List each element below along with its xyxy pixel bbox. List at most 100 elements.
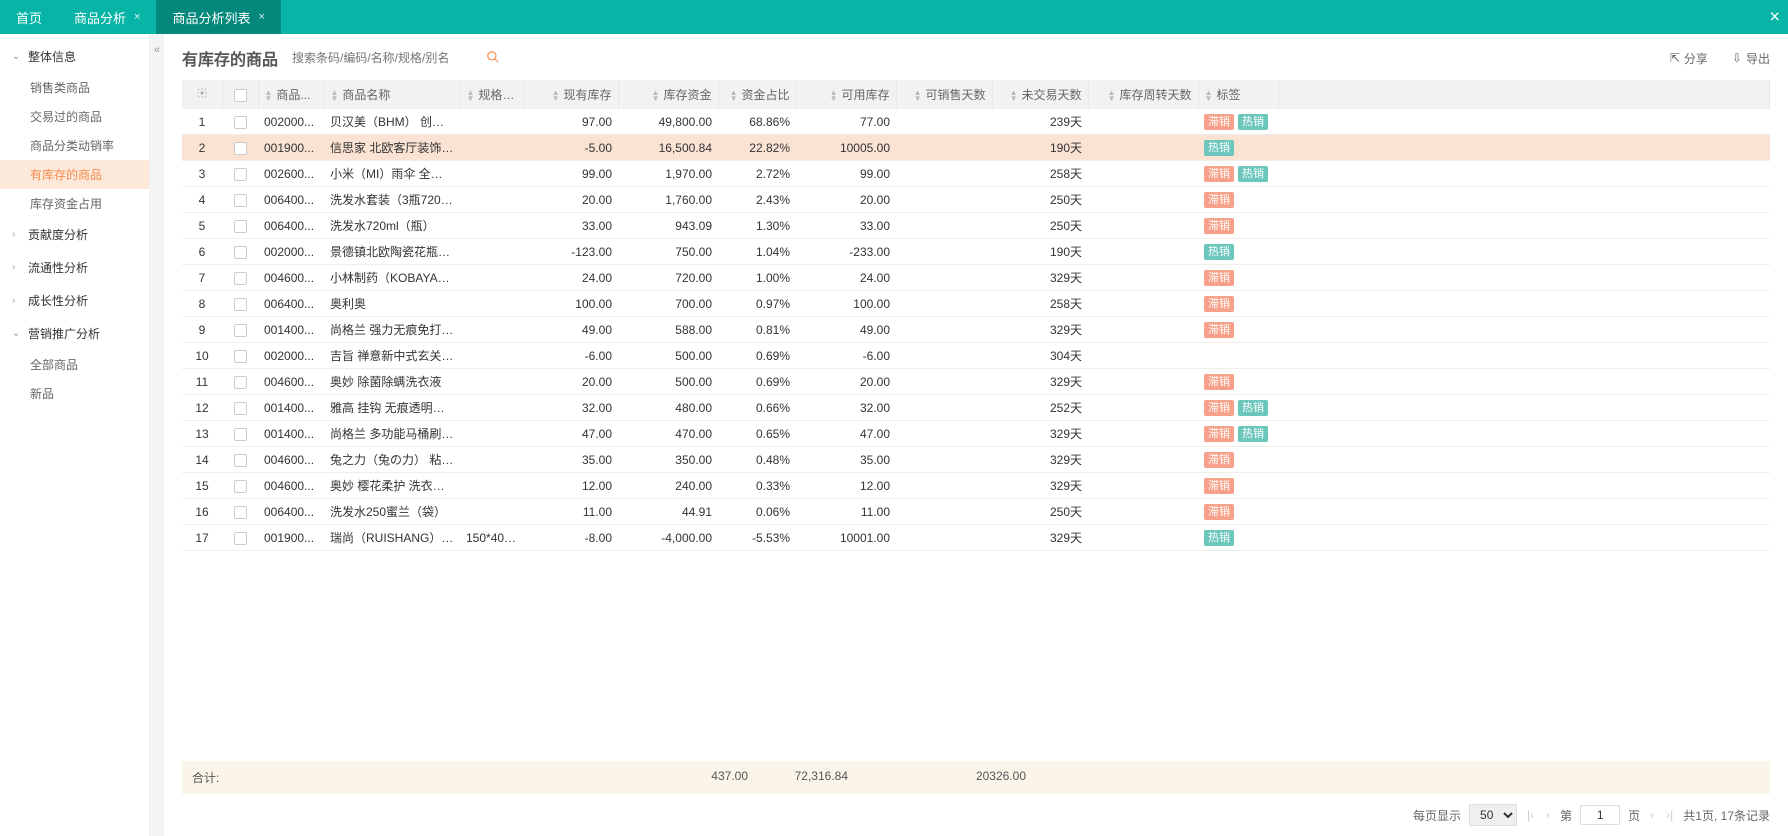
- cell-no-trade-days: 239天: [992, 109, 1088, 135]
- sidebar-item[interactable]: 销售类商品: [0, 73, 149, 102]
- export-button[interactable]: ⇩ 导出: [1732, 50, 1770, 67]
- page-next-icon[interactable]: ›: [1648, 808, 1656, 822]
- sidebar-group[interactable]: ⌄整体信息: [0, 40, 149, 73]
- cell-avail: -233.00: [796, 239, 896, 265]
- share-button[interactable]: ⇱ 分享: [1670, 50, 1708, 67]
- column-header[interactable]: ▲▼可用库存: [796, 80, 896, 109]
- column-header[interactable]: ▲▼库存资金: [618, 80, 718, 109]
- table-row[interactable]: 13001400...尚格兰 多功能马桶刷套装 马47.00470.000.65…: [182, 421, 1770, 447]
- per-page-select[interactable]: 50: [1469, 804, 1517, 826]
- sidebar-item[interactable]: 全部商品: [0, 350, 149, 379]
- table-row[interactable]: 11004600...奥妙 除菌除螨洗衣液20.00500.000.69%20.…: [182, 369, 1770, 395]
- column-header[interactable]: ▲▼商品...: [258, 80, 324, 109]
- tab[interactable]: 首页: [0, 0, 58, 34]
- row-checkbox[interactable]: [222, 447, 258, 473]
- cell-stock: 49.00: [524, 317, 618, 343]
- column-header[interactable]: ▲▼未交易天数: [992, 80, 1088, 109]
- row-checkbox[interactable]: [222, 239, 258, 265]
- table-row[interactable]: 16006400...洗发水250蜜兰（袋）11.0044.910.06%11.…: [182, 499, 1770, 525]
- row-checkbox[interactable]: [222, 525, 258, 551]
- row-checkbox[interactable]: [222, 499, 258, 525]
- table-row[interactable]: 4006400...洗发水套装（3瓶720ml+1）20.001,760.002…: [182, 187, 1770, 213]
- row-checkbox[interactable]: [222, 343, 258, 369]
- tab[interactable]: 商品分析×: [58, 0, 156, 34]
- table-row[interactable]: 9001400...尚格兰 强力无痕免打孔浴室49.00588.000.81%4…: [182, 317, 1770, 343]
- cell-spec: [460, 187, 524, 213]
- cell-name: 奥妙 樱花柔护 洗衣凝珠 10: [324, 473, 460, 499]
- cell-pct: 0.06%: [718, 499, 796, 525]
- cell-pct: 0.69%: [718, 369, 796, 395]
- search-icon[interactable]: [486, 50, 500, 67]
- page-input[interactable]: [1580, 805, 1620, 825]
- row-index: 17: [182, 525, 222, 551]
- search-input[interactable]: [292, 51, 472, 65]
- cell-fund: -4,000.00: [618, 525, 718, 551]
- row-checkbox[interactable]: [222, 265, 258, 291]
- row-checkbox[interactable]: [222, 109, 258, 135]
- column-header[interactable]: ▲▼规格型号: [460, 80, 524, 109]
- sidebar-item[interactable]: 新品: [0, 379, 149, 408]
- table-row[interactable]: 1002000...贝汉美（BHM） 创意北欧97.0049,800.0068.…: [182, 109, 1770, 135]
- row-checkbox[interactable]: [222, 213, 258, 239]
- sidebar-group[interactable]: ›贡献度分析: [0, 218, 149, 251]
- column-header[interactable]: ▲▼现有库存: [524, 80, 618, 109]
- close-icon[interactable]: ×: [134, 11, 140, 23]
- table-row[interactable]: 10002000...吉旨 禅意新中式玄关摆件香-6.00500.000.69%…: [182, 343, 1770, 369]
- cell-spec: [460, 473, 524, 499]
- column-header[interactable]: ▲▼资金占比: [718, 80, 796, 109]
- table-row[interactable]: 2001900...信思家 北欧客厅装饰画卧室-5.0016,500.8422.…: [182, 135, 1770, 161]
- page-first-icon[interactable]: |‹: [1525, 808, 1536, 822]
- page-last-icon[interactable]: ›|: [1664, 808, 1675, 822]
- table-row[interactable]: 14004600...兔之力（兔の力） 粘毛器粘35.00350.000.48%…: [182, 447, 1770, 473]
- column-header[interactable]: ▲▼标签: [1198, 80, 1278, 109]
- sidebar-group[interactable]: ⌄营销推广分析: [0, 317, 149, 350]
- cell-pad: [1278, 343, 1770, 369]
- row-checkbox[interactable]: [222, 369, 258, 395]
- table-row[interactable]: 12001400...雅高 挂钩 无痕透明粘钩 强32.00480.000.66…: [182, 395, 1770, 421]
- chevron-right-icon: ›: [12, 295, 22, 306]
- table-row[interactable]: 7004600...小林制药（KOBAYASHI）E24.00720.001.0…: [182, 265, 1770, 291]
- tab[interactable]: 商品分析列表×: [156, 0, 280, 34]
- column-header[interactable]: ▲▼可销售天数: [896, 80, 992, 109]
- row-checkbox[interactable]: [222, 317, 258, 343]
- cell-stock: -5.00: [524, 135, 618, 161]
- sidebar-collapse-handle[interactable]: «: [150, 34, 164, 836]
- row-checkbox[interactable]: [222, 135, 258, 161]
- sidebar-item[interactable]: 库存资金占用: [0, 189, 149, 218]
- table-row[interactable]: 5006400...洗发水720ml（瓶）33.00943.091.30%33.…: [182, 213, 1770, 239]
- cell-tags: 滞销热销: [1198, 421, 1278, 447]
- cell-stock: 12.00: [524, 473, 618, 499]
- column-settings[interactable]: [182, 80, 222, 109]
- sidebar-item[interactable]: 有库存的商品: [0, 160, 149, 189]
- table-row[interactable]: 15004600...奥妙 樱花柔护 洗衣凝珠 1012.00240.000.3…: [182, 473, 1770, 499]
- table-row[interactable]: 8006400...奥利奥100.00700.000.97%100.00258天…: [182, 291, 1770, 317]
- row-checkbox[interactable]: [222, 291, 258, 317]
- page-prev-icon[interactable]: ‹: [1544, 808, 1552, 822]
- sidebar-group[interactable]: ›成长性分析: [0, 284, 149, 317]
- close-icon[interactable]: ×: [258, 11, 264, 23]
- sidebar-group[interactable]: ›流通性分析: [0, 251, 149, 284]
- cell-turn-days: [1088, 395, 1198, 421]
- table-row[interactable]: 6002000...景德镇北欧陶瓷花瓶摆件 仿-123.00750.001.04…: [182, 239, 1770, 265]
- cell-pct: 0.69%: [718, 343, 796, 369]
- row-checkbox[interactable]: [222, 187, 258, 213]
- cell-turn-days: [1088, 473, 1198, 499]
- column-header[interactable]: ▲▼库存周转天数: [1088, 80, 1198, 109]
- row-checkbox[interactable]: [222, 473, 258, 499]
- sidebar-item[interactable]: 商品分类动销率: [0, 131, 149, 160]
- column-header[interactable]: ▲▼商品名称: [324, 80, 460, 109]
- cell-avail: 47.00: [796, 421, 896, 447]
- cell-avail: -6.00: [796, 343, 896, 369]
- cell-spec: [460, 317, 524, 343]
- row-checkbox[interactable]: [222, 421, 258, 447]
- table-row[interactable]: 17001900...瑞尚（RUISHANG） 卧室装150*40厘米-8.00…: [182, 525, 1770, 551]
- cell-sale-days: [896, 473, 992, 499]
- close-all-icon[interactable]: ×: [1769, 7, 1780, 28]
- column-checkbox-all[interactable]: [222, 80, 258, 109]
- row-checkbox[interactable]: [222, 395, 258, 421]
- cell-spec: [460, 135, 524, 161]
- cell-spec: [460, 239, 524, 265]
- table-row[interactable]: 3002600...小米（MI）雨伞 全自动折叠99.001,970.002.7…: [182, 161, 1770, 187]
- sidebar-item[interactable]: 交易过的商品: [0, 102, 149, 131]
- row-checkbox[interactable]: [222, 161, 258, 187]
